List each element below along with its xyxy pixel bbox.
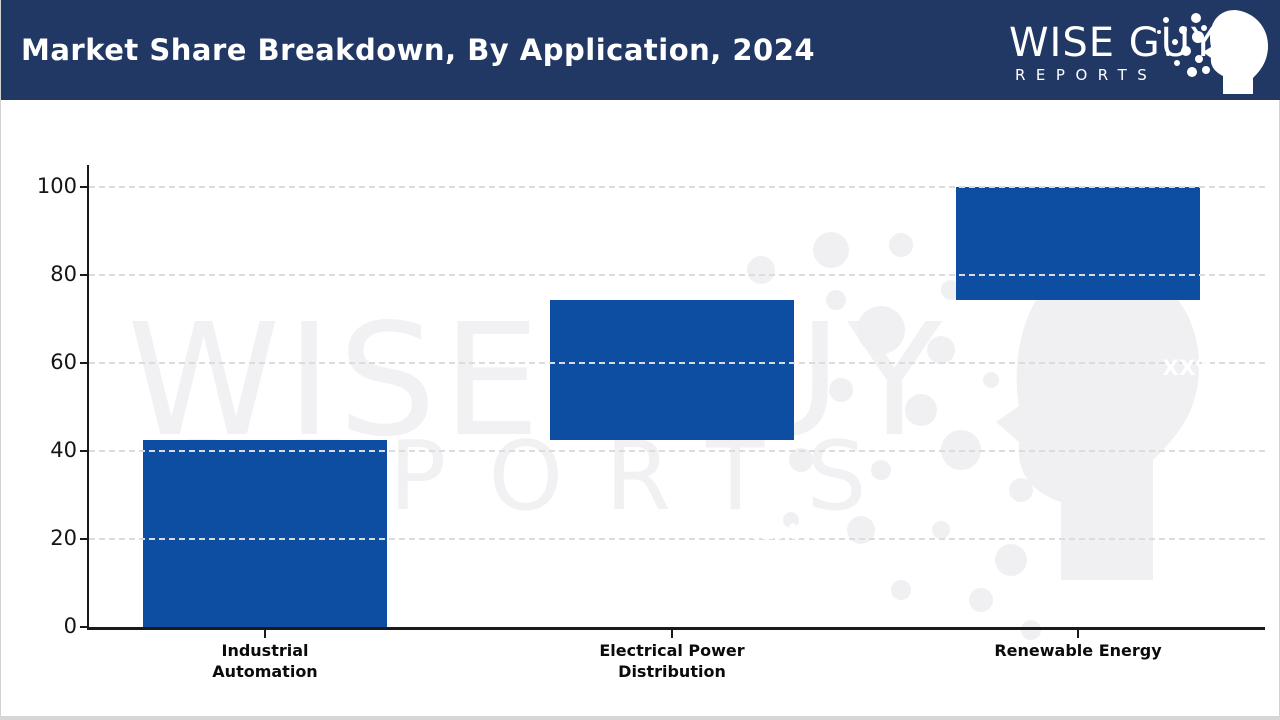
y-axis-tick-label: 20 xyxy=(50,525,77,550)
y-axis-tick xyxy=(80,273,89,276)
x-category-label: Renewable Energy xyxy=(918,640,1238,661)
x-category-label-line: Electrical Power xyxy=(599,641,745,660)
x-axis-tick xyxy=(1077,630,1079,638)
y-axis-tick-label: 80 xyxy=(50,261,77,286)
x-axis-tick xyxy=(264,630,266,638)
logo-subtext: REPORTS xyxy=(1015,66,1157,84)
logo-wordmark: WISE GUY xyxy=(1009,20,1216,66)
y-axis-tick-label: 0 xyxy=(63,614,77,638)
grid-line xyxy=(89,537,1265,540)
grid-line xyxy=(89,273,1265,276)
x-axis-line xyxy=(87,627,1265,630)
grid-line xyxy=(89,449,1265,452)
y-axis-tick xyxy=(80,449,89,452)
y-axis-tick xyxy=(80,361,89,364)
x-category-label-line: Industrial xyxy=(221,641,309,660)
y-axis-tick-label: 40 xyxy=(50,437,77,462)
y-axis-line xyxy=(87,165,89,629)
chart-plot-area: WISE GUY REPORTS 02040608010042.4%XX%XX%… xyxy=(1,100,1280,716)
x-category-label-line: Distribution xyxy=(618,662,726,681)
x-category-label-line: Automation xyxy=(212,662,318,681)
bar-value-label: XX% xyxy=(956,229,1280,253)
y-axis-tick xyxy=(80,626,89,628)
chart-title: Market Share Breakdown, By Application, … xyxy=(21,33,816,67)
y-axis-tick-label: 60 xyxy=(50,349,77,374)
bar xyxy=(143,440,387,627)
bar-value-label: 42.4% xyxy=(745,519,821,544)
wise-guy-reports-logo: WISE GUY REPORTS xyxy=(1009,10,1269,94)
bar-value-label: XX% xyxy=(1162,356,1218,381)
header-bar: Market Share Breakdown, By Application, … xyxy=(1,0,1280,100)
x-axis-tick xyxy=(671,630,673,638)
y-axis-tick-label: 100 xyxy=(36,173,77,198)
bar xyxy=(550,300,794,441)
x-category-label: Electrical Power Distribution xyxy=(512,640,832,682)
y-axis-tick xyxy=(80,185,89,188)
y-axis-tick xyxy=(80,537,89,540)
x-category-label: Industrial Automation xyxy=(105,640,425,682)
grid-line xyxy=(89,361,1265,364)
x-category-label-line: Renewable Energy xyxy=(994,641,1162,660)
logo-face-icon xyxy=(1157,10,1269,94)
grid-line xyxy=(89,185,1265,188)
bar xyxy=(956,186,1200,301)
